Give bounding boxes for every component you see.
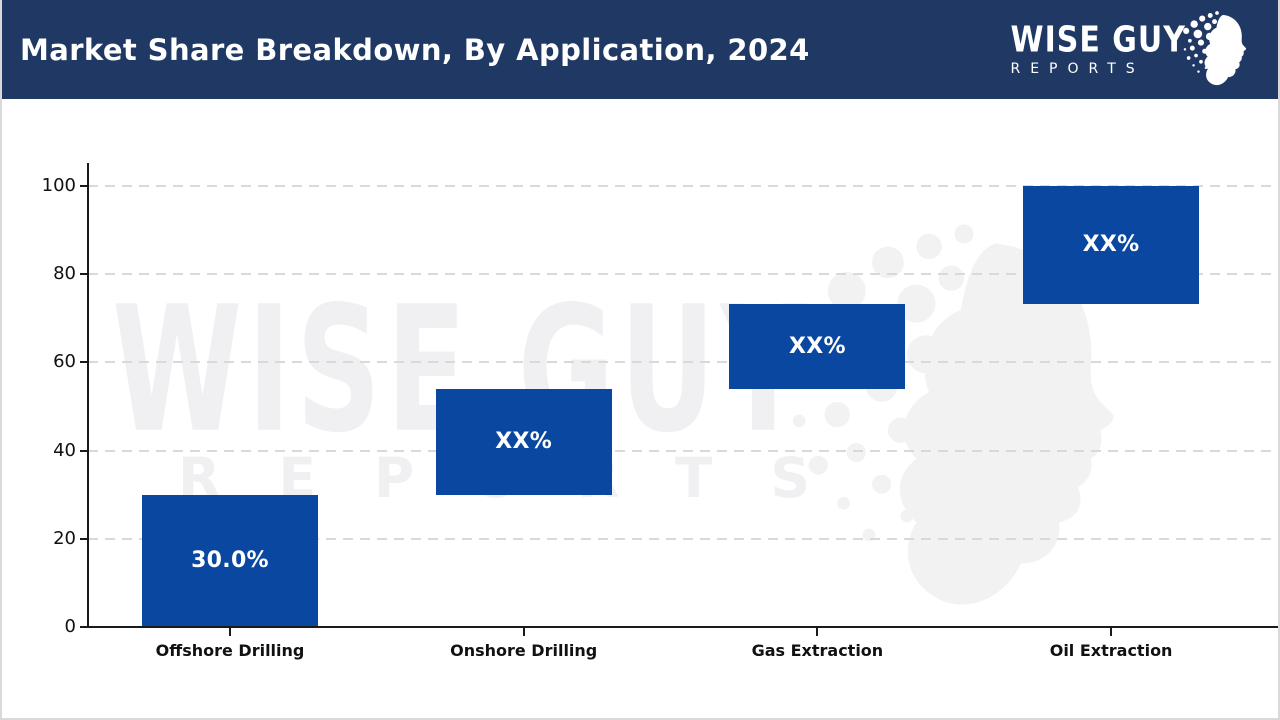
x-category-label: Gas Extraction [751, 641, 884, 660]
y-tick-label-60: 60 [53, 351, 76, 373]
y-tick-60 [80, 361, 88, 364]
gridline-100 [88, 185, 1278, 187]
y-tick-40 [80, 449, 88, 452]
page-title: Market Share Breakdown, By Application, … [20, 32, 810, 67]
y-tick-20 [80, 537, 88, 540]
x-axis-line [87, 626, 1278, 628]
bar-onshore-drilling: XX% [435, 388, 612, 495]
logo-subtitle: REPORTS [1010, 60, 1145, 77]
bar-value-label: XX% [495, 429, 553, 455]
y-tick-label-0: 0 [64, 616, 76, 637]
x-tick-3 [1110, 628, 1113, 636]
bar-value-label: XX% [1082, 232, 1140, 258]
bar-oil-extraction: XX% [1023, 186, 1200, 304]
wiseguy-logo-text: WISE GUY REPORTS [1010, 19, 1186, 77]
logo-wordmark: WISE GUY [1010, 19, 1186, 61]
x-category-label: Onshore Drilling [450, 641, 598, 660]
gridline-20 [88, 537, 1278, 540]
x-tick-1 [522, 628, 525, 636]
bar-value-label: XX% [788, 333, 846, 359]
y-tick-100 [80, 185, 88, 187]
gridline-80 [88, 273, 1278, 276]
y-tick-0 [80, 626, 88, 628]
bar-gas-extraction: XX% [729, 303, 906, 389]
y-tick-label-80: 80 [53, 263, 76, 285]
header-bar: Market Share Breakdown, By Application, … [0, 0, 1280, 99]
x-category-label: Offshore Drilling [155, 641, 305, 660]
wiseguy-logo: WISE GUY REPORTS [1010, 9, 1254, 91]
y-tick-label-20: 20 [53, 527, 76, 549]
x-category-label: Oil Extraction [1049, 641, 1173, 660]
bar-offshore-drilling: 30.0% [142, 494, 318, 627]
gridline-40 [88, 449, 1278, 452]
y-tick-label-100: 100 [41, 175, 76, 196]
gridline-60 [88, 361, 1278, 364]
y-tick-80 [80, 273, 88, 276]
y-axis-line [87, 163, 89, 628]
y-tick-label-40: 40 [53, 439, 76, 461]
bar-value-label: 30.0% [191, 548, 269, 574]
x-tick-2 [816, 628, 819, 636]
logo-face-icon [1180, 9, 1254, 91]
x-tick-0 [229, 628, 231, 636]
